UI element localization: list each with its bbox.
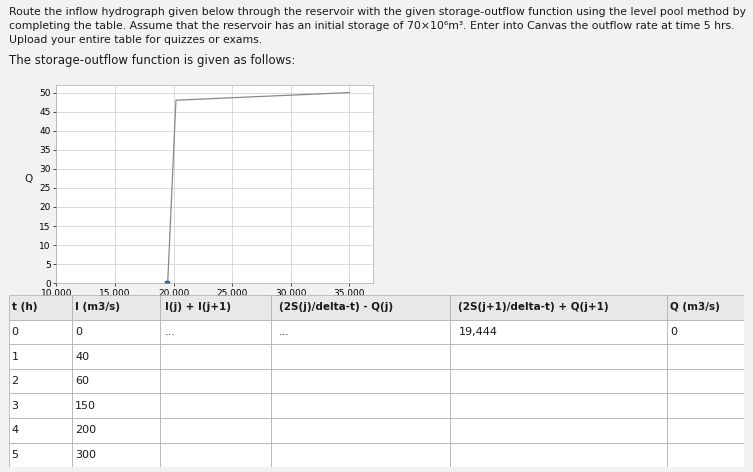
FancyBboxPatch shape xyxy=(72,344,160,369)
Text: 150: 150 xyxy=(75,401,96,411)
FancyBboxPatch shape xyxy=(72,369,160,394)
FancyBboxPatch shape xyxy=(271,369,450,394)
FancyBboxPatch shape xyxy=(667,295,744,320)
FancyBboxPatch shape xyxy=(9,443,72,467)
FancyBboxPatch shape xyxy=(271,344,450,369)
Text: Route the inflow hydrograph given below through the reservoir with the given sto: Route the inflow hydrograph given below … xyxy=(9,7,746,17)
FancyBboxPatch shape xyxy=(667,418,744,443)
FancyBboxPatch shape xyxy=(9,295,72,320)
FancyBboxPatch shape xyxy=(72,394,160,418)
FancyBboxPatch shape xyxy=(160,443,271,467)
Text: 3: 3 xyxy=(11,401,19,411)
FancyBboxPatch shape xyxy=(450,369,667,394)
FancyBboxPatch shape xyxy=(160,418,271,443)
Text: 60: 60 xyxy=(75,376,90,386)
FancyBboxPatch shape xyxy=(667,369,744,394)
FancyBboxPatch shape xyxy=(160,394,271,418)
Y-axis label: Q: Q xyxy=(24,174,32,184)
FancyBboxPatch shape xyxy=(271,295,450,320)
Text: 40: 40 xyxy=(75,352,90,362)
FancyBboxPatch shape xyxy=(9,394,72,418)
FancyBboxPatch shape xyxy=(9,344,72,369)
Text: I(j) + I(j+1): I(j) + I(j+1) xyxy=(165,302,231,312)
X-axis label: 2S/delta-t + Q: 2S/delta-t + Q xyxy=(180,301,249,311)
Text: Q (m3/s): Q (m3/s) xyxy=(670,302,720,312)
Text: (2S(j)/delta-t) - Q(j): (2S(j)/delta-t) - Q(j) xyxy=(279,302,392,312)
FancyBboxPatch shape xyxy=(9,369,72,394)
Text: 0: 0 xyxy=(11,327,19,337)
FancyBboxPatch shape xyxy=(72,295,160,320)
Text: 0: 0 xyxy=(670,327,677,337)
Text: The storage-outflow function is given as follows:: The storage-outflow function is given as… xyxy=(9,54,295,67)
FancyBboxPatch shape xyxy=(160,320,271,344)
FancyBboxPatch shape xyxy=(72,418,160,443)
FancyBboxPatch shape xyxy=(667,394,744,418)
FancyBboxPatch shape xyxy=(160,369,271,394)
Text: ...: ... xyxy=(279,327,289,337)
FancyBboxPatch shape xyxy=(9,418,72,443)
FancyBboxPatch shape xyxy=(72,320,160,344)
FancyBboxPatch shape xyxy=(271,418,450,443)
FancyBboxPatch shape xyxy=(667,344,744,369)
FancyBboxPatch shape xyxy=(450,320,667,344)
Text: 1: 1 xyxy=(11,352,19,362)
Text: 300: 300 xyxy=(75,450,96,460)
FancyBboxPatch shape xyxy=(160,344,271,369)
FancyBboxPatch shape xyxy=(450,344,667,369)
Text: completing the table. Assume that the reservoir has an initial storage of 70×10⁶: completing the table. Assume that the re… xyxy=(9,21,734,31)
FancyBboxPatch shape xyxy=(667,443,744,467)
Text: I (m3/s): I (m3/s) xyxy=(75,302,120,312)
FancyBboxPatch shape xyxy=(667,320,744,344)
FancyBboxPatch shape xyxy=(271,443,450,467)
Text: 2: 2 xyxy=(11,376,19,386)
Text: 0: 0 xyxy=(75,327,82,337)
Text: Upload your entire table for quizzes or exams.: Upload your entire table for quizzes or … xyxy=(9,35,262,45)
FancyBboxPatch shape xyxy=(72,443,160,467)
Text: ...: ... xyxy=(165,327,175,337)
Text: (2S(j+1)/delta-t) + Q(j+1): (2S(j+1)/delta-t) + Q(j+1) xyxy=(459,302,609,312)
FancyBboxPatch shape xyxy=(160,295,271,320)
Text: 4: 4 xyxy=(11,425,19,435)
Text: 19,444: 19,444 xyxy=(459,327,498,337)
FancyBboxPatch shape xyxy=(271,394,450,418)
FancyBboxPatch shape xyxy=(450,418,667,443)
Text: 200: 200 xyxy=(75,425,96,435)
FancyBboxPatch shape xyxy=(271,320,450,344)
FancyBboxPatch shape xyxy=(450,443,667,467)
Text: 5: 5 xyxy=(11,450,19,460)
Text: t (h): t (h) xyxy=(11,302,37,312)
FancyBboxPatch shape xyxy=(9,320,72,344)
FancyBboxPatch shape xyxy=(450,394,667,418)
FancyBboxPatch shape xyxy=(450,295,667,320)
